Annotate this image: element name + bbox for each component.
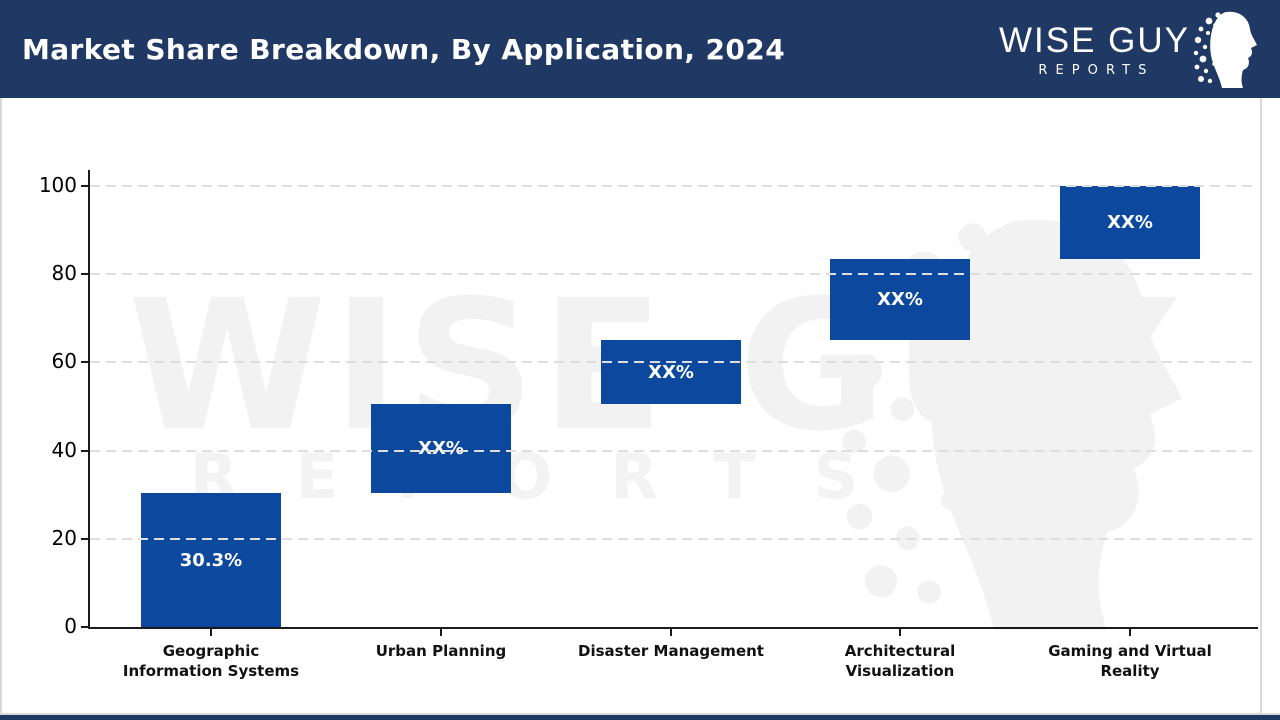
chart-title: Market Share Breakdown, By Application, … (22, 32, 786, 66)
gridline (90, 361, 1258, 364)
left-border (0, 98, 2, 715)
x-tick-mark (1129, 629, 1131, 636)
bar-segment: 30.3% (141, 493, 281, 627)
x-category-label: Geographic Information Systems (122, 642, 300, 680)
wiseguy-logo: WISE GUY REPORTS (999, 9, 1258, 89)
y-tick-mark (81, 537, 90, 540)
footer-divider (0, 713, 1280, 715)
y-axis (88, 170, 90, 629)
x-tick-mark (899, 629, 901, 636)
logo-wordmark: WISE GUY (998, 20, 1190, 60)
y-tick-label: 40 (51, 437, 77, 462)
y-tick-label: 100 (38, 173, 77, 197)
header-bar: Market Share Breakdown, By Application, … (0, 0, 1280, 98)
x-category-label: Gaming and Virtual Reality (1048, 642, 1212, 680)
bar-value-label: XX% (418, 438, 464, 459)
y-tick-label: 80 (51, 261, 77, 286)
watermark-subtext: REPORTS (190, 440, 917, 513)
y-tick-mark (81, 185, 90, 187)
gridline (90, 273, 1258, 276)
x-tick-mark (670, 629, 672, 636)
wiseguy-face-icon (1193, 11, 1257, 88)
right-border (1260, 98, 1262, 715)
y-tick-mark (81, 449, 90, 452)
bar-value-label: XX% (1107, 211, 1153, 233)
y-tick-label: 0 (64, 614, 77, 638)
logo-subtext: REPORTS (1038, 62, 1155, 78)
y-tick-label: 20 (51, 525, 77, 550)
bar-segment: XX% (371, 404, 511, 494)
x-category-label: Architectural Visualization (844, 642, 956, 680)
gridline (90, 449, 1258, 452)
bar-segment: XX% (830, 258, 970, 341)
y-tick-mark (81, 361, 90, 364)
gridline (90, 185, 1258, 187)
bar-segment: XX% (601, 340, 741, 405)
x-category-label: Disaster Management (578, 642, 764, 660)
footer-bar (0, 715, 1280, 720)
y-tick-label: 60 (51, 349, 77, 374)
y-tick-mark (81, 626, 90, 628)
gridline (90, 537, 1258, 540)
bar-value-label: 30.3% (179, 549, 243, 571)
x-category-label: Urban Planning (375, 642, 507, 660)
bar-value-label: XX% (648, 361, 694, 383)
bar-value-label: XX% (877, 289, 923, 311)
x-axis (88, 627, 1258, 629)
x-tick-mark (210, 629, 212, 636)
y-tick-mark (81, 273, 90, 276)
x-tick-mark (440, 629, 442, 636)
bar-segment: XX% (1060, 186, 1200, 259)
